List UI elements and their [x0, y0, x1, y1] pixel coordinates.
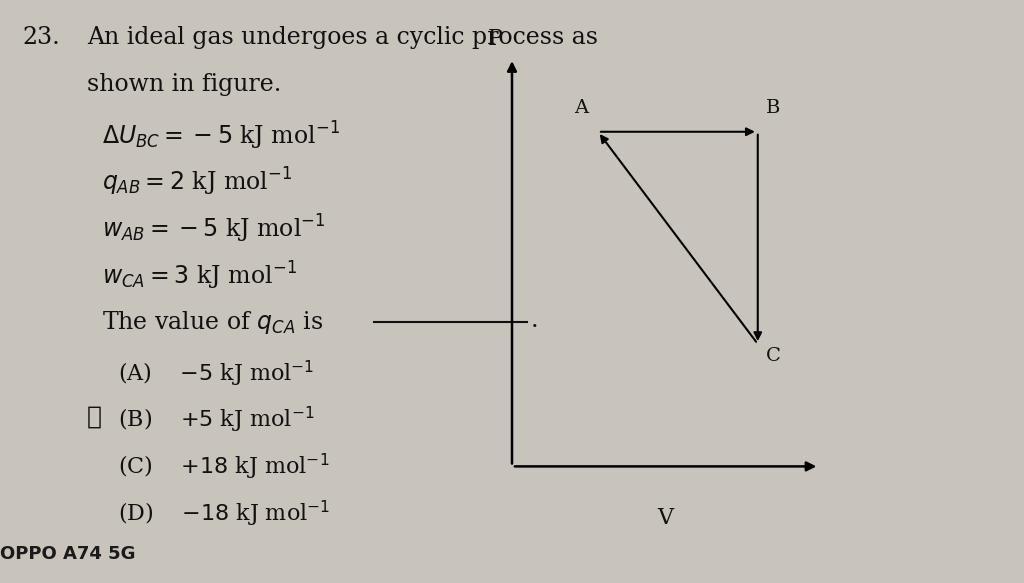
Text: (B)    $+5$ kJ mol$^{-1}$: (B) $+5$ kJ mol$^{-1}$ — [118, 405, 314, 436]
Text: (D)    $-18$ kJ mol$^{-1}$: (D) $-18$ kJ mol$^{-1}$ — [118, 498, 330, 529]
Text: The value of $q_{CA}$ is: The value of $q_{CA}$ is — [102, 309, 324, 336]
Text: (C)    $+18$ kJ mol$^{-1}$: (C) $+18$ kJ mol$^{-1}$ — [118, 452, 329, 482]
Text: .: . — [530, 309, 538, 332]
Text: P: P — [487, 28, 503, 50]
Text: ✓: ✓ — [87, 405, 102, 428]
Text: An ideal gas undergoes a cyclic process as: An ideal gas undergoes a cyclic process … — [87, 26, 598, 49]
Text: shown in figure.: shown in figure. — [87, 73, 282, 96]
Text: V: V — [657, 507, 674, 529]
Text: $w_{AB} = -5$ kJ mol$^{-1}$: $w_{AB} = -5$ kJ mol$^{-1}$ — [102, 213, 326, 245]
Text: B: B — [766, 99, 780, 117]
Text: C: C — [766, 347, 781, 365]
Text: $q_{AB} = 2$ kJ mol$^{-1}$: $q_{AB} = 2$ kJ mol$^{-1}$ — [102, 166, 293, 198]
Text: $w_{CA} = 3$ kJ mol$^{-1}$: $w_{CA} = 3$ kJ mol$^{-1}$ — [102, 259, 297, 292]
Text: $\Delta U_{BC} = -5$ kJ mol$^{-1}$: $\Delta U_{BC} = -5$ kJ mol$^{-1}$ — [102, 120, 340, 152]
Text: 23.: 23. — [23, 26, 60, 49]
Text: OPPO A74 5G: OPPO A74 5G — [0, 545, 135, 563]
Text: (A)    $-5$ kJ mol$^{-1}$: (A) $-5$ kJ mol$^{-1}$ — [118, 359, 314, 389]
Text: A: A — [573, 99, 588, 117]
